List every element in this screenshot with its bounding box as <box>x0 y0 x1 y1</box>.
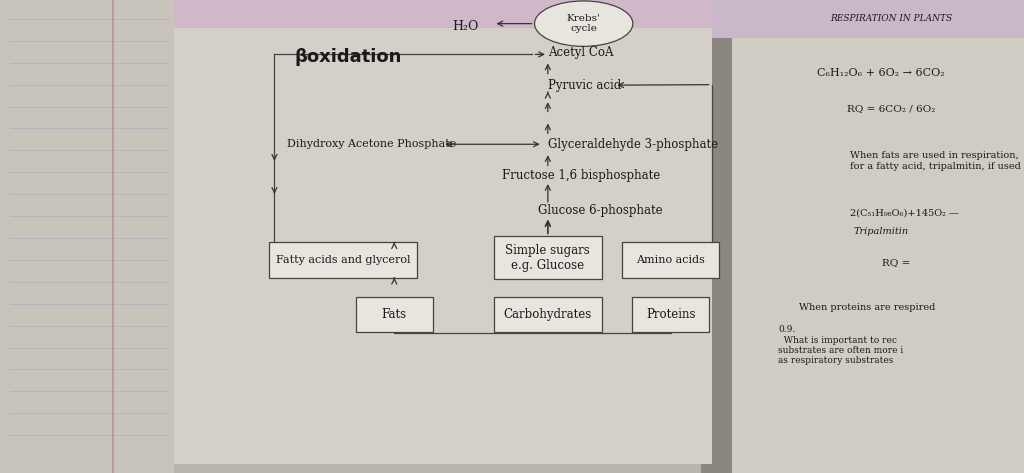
Text: Fructose 1,6 bisphosphate: Fructose 1,6 bisphosphate <box>502 168 660 182</box>
Polygon shape <box>701 0 732 473</box>
FancyBboxPatch shape <box>495 236 602 279</box>
Ellipse shape <box>535 1 633 46</box>
Text: Fats: Fats <box>382 308 407 321</box>
Text: Glucose 6-phosphate: Glucose 6-phosphate <box>538 204 663 217</box>
Text: RESPIRATION IN PLANTS: RESPIRATION IN PLANTS <box>829 14 952 24</box>
Text: 2(C₅₁H₉₈O₆)+145O₂ —: 2(C₅₁H₉₈O₆)+145O₂ — <box>850 208 958 218</box>
Text: Fatty acids and glycerol: Fatty acids and glycerol <box>275 255 411 265</box>
Text: Pyruvic acid: Pyruvic acid <box>548 79 622 92</box>
Text: Tripalmitin: Tripalmitin <box>853 227 908 236</box>
FancyBboxPatch shape <box>623 242 719 278</box>
Text: Proteins: Proteins <box>646 308 695 321</box>
Polygon shape <box>712 0 1024 473</box>
Text: RQ =: RQ = <box>882 258 910 267</box>
Polygon shape <box>0 0 174 473</box>
FancyBboxPatch shape <box>356 297 433 332</box>
Text: Glyceraldehyde 3-phosphate: Glyceraldehyde 3-phosphate <box>548 138 718 151</box>
Polygon shape <box>0 0 737 473</box>
Text: Dihydroxy Acetone Phosphate: Dihydroxy Acetone Phosphate <box>287 139 456 149</box>
FancyBboxPatch shape <box>268 242 418 278</box>
Text: Simple sugars
e.g. Glucose: Simple sugars e.g. Glucose <box>506 244 590 272</box>
Text: Acetyl CoA: Acetyl CoA <box>548 46 613 60</box>
Text: Amino acids: Amino acids <box>636 255 706 265</box>
Polygon shape <box>174 9 712 464</box>
Text: βoxidation: βoxidation <box>295 48 401 66</box>
Text: Carbohydrates: Carbohydrates <box>504 308 592 321</box>
Text: 0.9.
  What is important to rec
substrates are often more i
as respiratory subst: 0.9. What is important to rec substrates… <box>778 325 903 365</box>
Text: H₂O: H₂O <box>453 19 479 33</box>
FancyBboxPatch shape <box>633 297 709 332</box>
Polygon shape <box>174 0 712 28</box>
Polygon shape <box>712 0 1024 38</box>
Text: C₆H₁₂O₆ + 6O₂ → 6CO₂: C₆H₁₂O₆ + 6O₂ → 6CO₂ <box>817 68 944 79</box>
FancyBboxPatch shape <box>495 297 602 332</box>
Text: When fats are used in respiration,
for a fatty acid, tripalmitin, if used as: When fats are used in respiration, for a… <box>850 151 1024 171</box>
Text: When proteins are respired: When proteins are respired <box>799 303 935 312</box>
Text: RQ = 6CO₂ / 6O₂: RQ = 6CO₂ / 6O₂ <box>847 104 935 114</box>
Text: Krebs'
cycle: Krebs' cycle <box>567 14 600 34</box>
